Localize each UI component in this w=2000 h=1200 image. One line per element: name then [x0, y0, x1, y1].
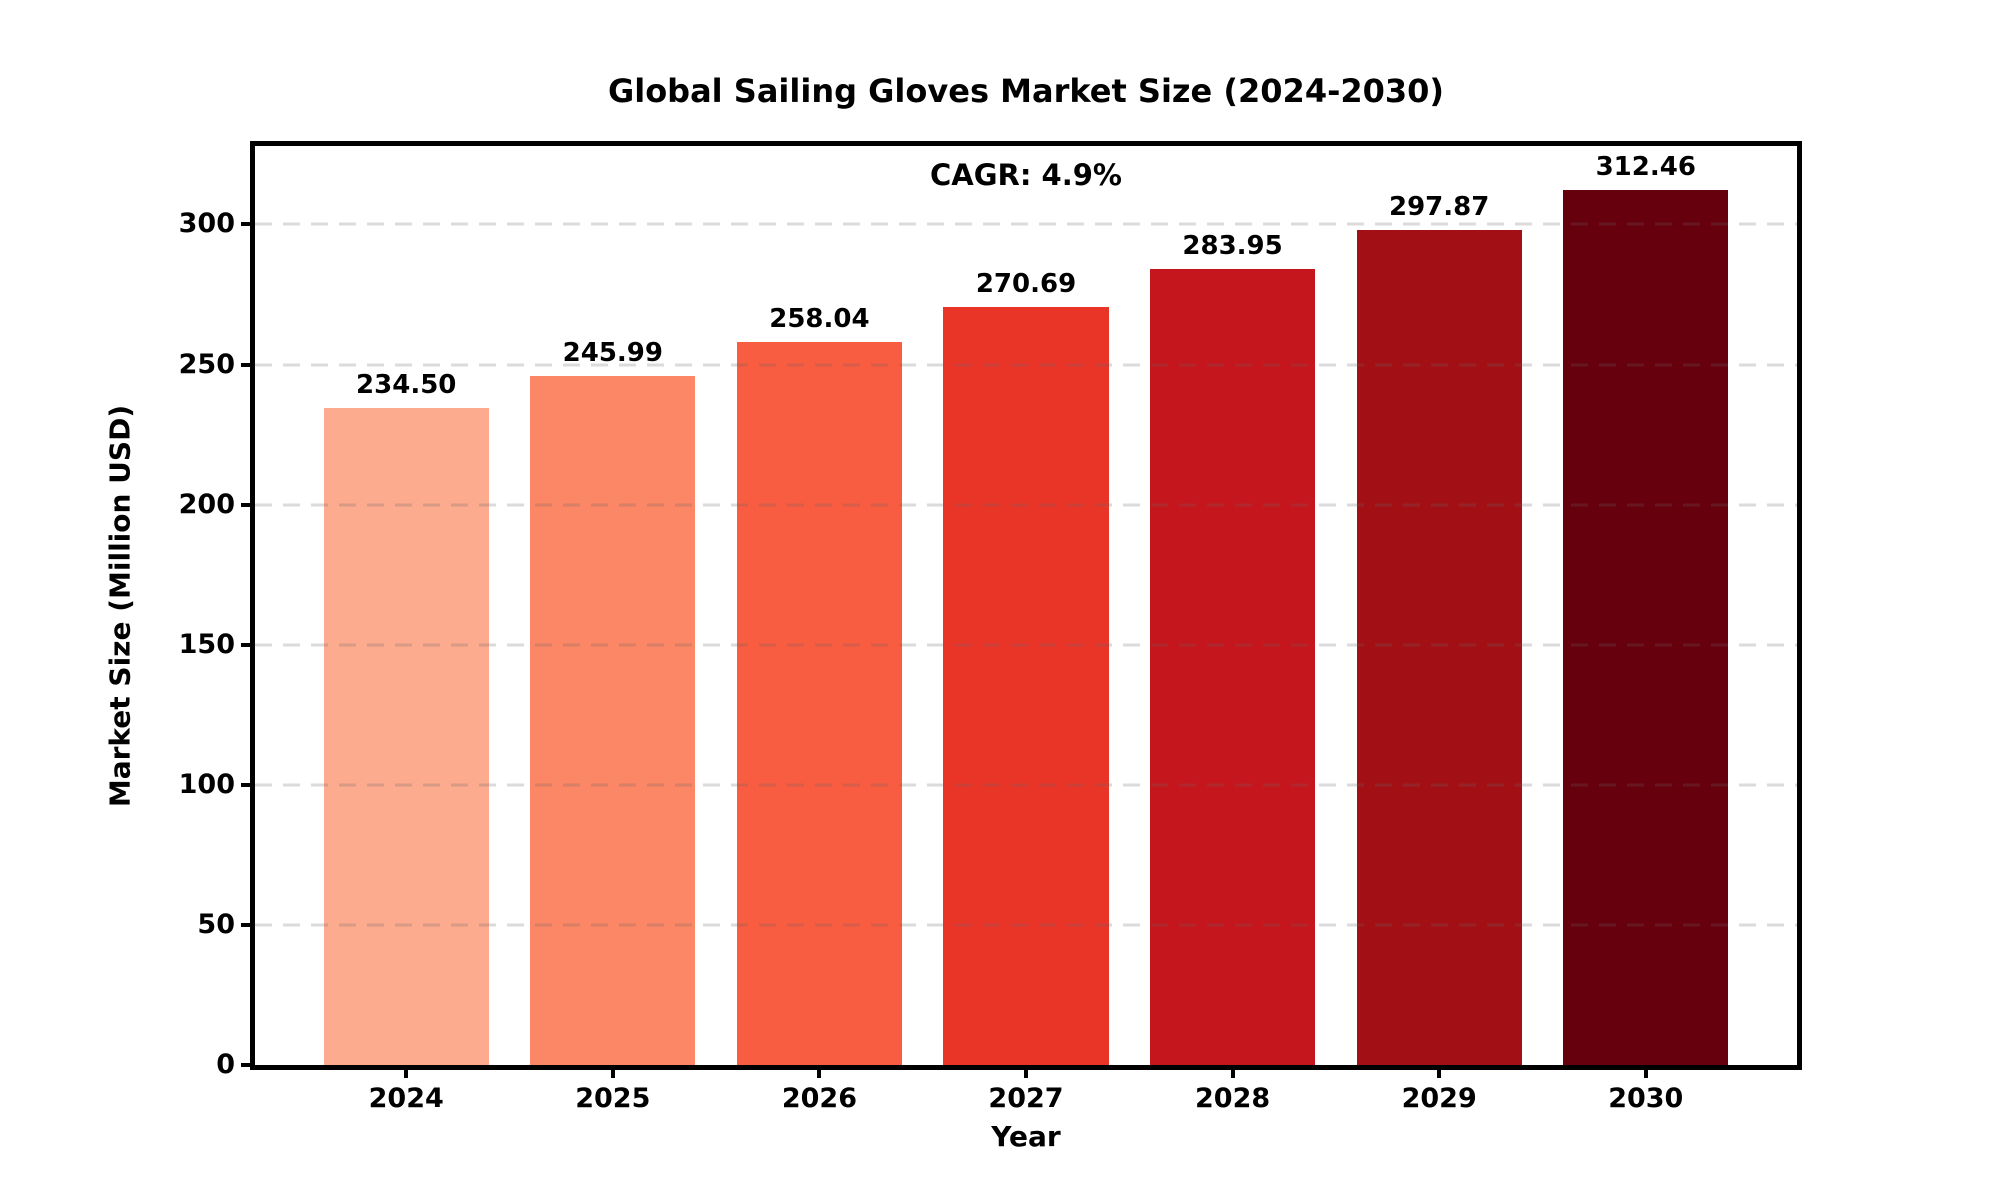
y-tick-mark — [241, 922, 255, 927]
y-tick-mark — [241, 362, 255, 367]
x-tick-label: 2028 — [1195, 1083, 1271, 1114]
y-tick-mark — [241, 222, 255, 227]
bar-value-label: 297.87 — [1389, 192, 1490, 223]
gridline — [255, 783, 1797, 787]
y-tick-mark — [241, 642, 255, 647]
x-axis-title: Year — [991, 1120, 1061, 1153]
x-tick-mark — [610, 1065, 615, 1078]
cagr-annotation: CAGR: 4.9% — [930, 158, 1122, 192]
bar-value-label: 312.46 — [1595, 151, 1696, 182]
x-tick-mark — [1437, 1065, 1442, 1078]
bar — [1356, 230, 1522, 1065]
plot-area: CAGR: 4.9% 0 50 100 150 200 250 300 234.50 2024 2… — [179, 141, 1802, 1114]
bar — [943, 306, 1109, 1065]
x-tick-label: 2025 — [575, 1083, 651, 1114]
bar-value-label: 245.99 — [562, 337, 663, 368]
y-tick-mark — [241, 1063, 255, 1067]
bar-value-label: 258.04 — [769, 304, 870, 335]
bar-value-label: 270.69 — [975, 268, 1077, 299]
gridline — [255, 222, 1797, 226]
x-tick-mark — [1643, 1065, 1648, 1078]
gridline — [255, 643, 1797, 647]
x-tick-label: 2027 — [988, 1083, 1064, 1114]
gridline — [255, 503, 1797, 507]
bar-value-label: 283.95 — [1182, 231, 1283, 262]
chart-title: Global Sailing Gloves Market Size (2024-… — [607, 72, 1445, 110]
x-tick-label: 2026 — [781, 1083, 857, 1114]
x-tick-label: 2024 — [368, 1083, 444, 1114]
x-tick-mark — [404, 1065, 409, 1078]
x-tick-label: 2029 — [1401, 1083, 1477, 1114]
x-tick-mark — [1024, 1065, 1028, 1078]
x-tick-mark — [817, 1065, 822, 1078]
bar — [1149, 269, 1316, 1065]
bar — [323, 407, 489, 1065]
y-axis-title: Market Size (Million USD) — [103, 404, 137, 808]
bar — [530, 375, 696, 1065]
gridline — [255, 923, 1797, 927]
y-tick-mark — [241, 782, 255, 787]
bar — [1563, 189, 1729, 1065]
bar-value-label: 234.50 — [356, 369, 457, 400]
bar — [736, 342, 903, 1065]
y-tick-mark — [241, 502, 255, 507]
gridline — [255, 363, 1797, 367]
x-tick-mark — [1230, 1065, 1235, 1078]
plot-inner: CAGR: 4.9% 0 50 100 150 200 250 300 234.50 2024 2… — [179, 146, 1797, 1114]
x-tick-label: 2030 — [1608, 1083, 1684, 1114]
